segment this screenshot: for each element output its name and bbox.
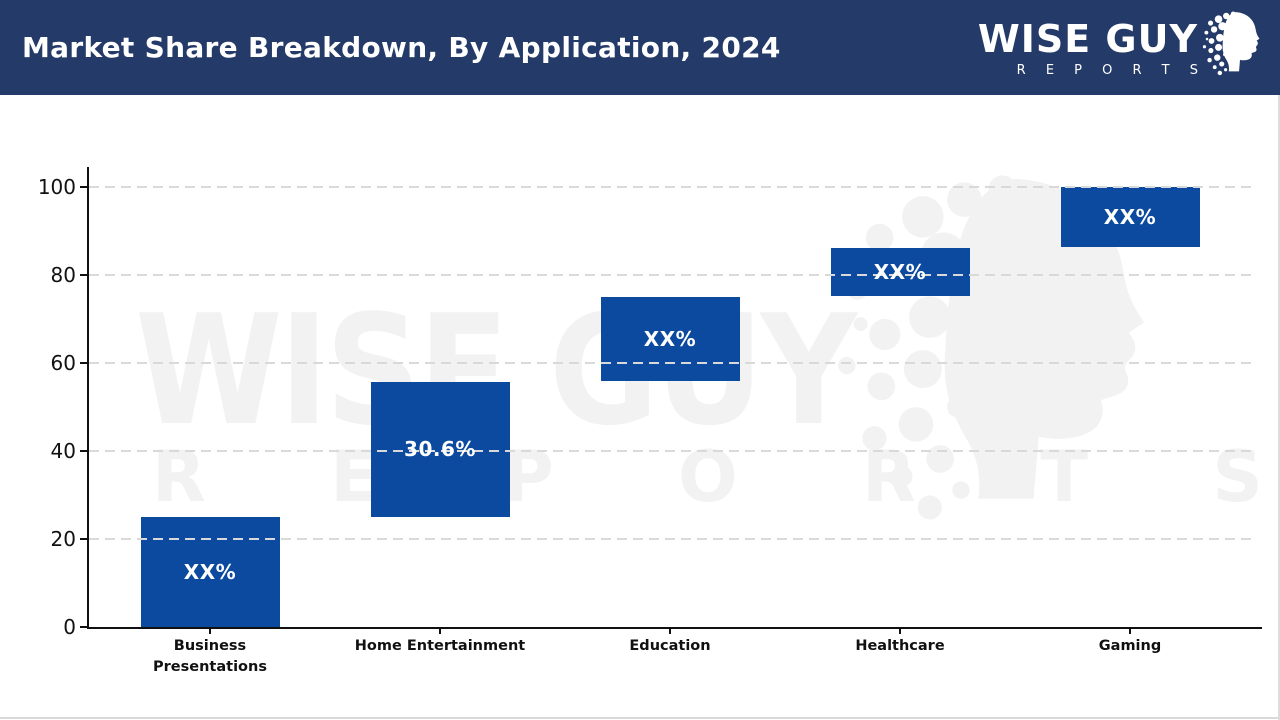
x-tick-healthcare: [899, 627, 901, 634]
gridline-20: [89, 538, 1256, 540]
right-edge-line: [1278, 95, 1280, 720]
x-category-label-gaming: Gaming: [1098, 638, 1162, 654]
y-tick-label-60: 60: [50, 351, 76, 375]
x-tick-gaming: [1129, 627, 1131, 634]
bottom-edge-line: [0, 717, 1280, 719]
brand-name: WISE GUY: [977, 16, 1198, 61]
y-tick-40: [80, 450, 87, 452]
page-title: Market Share Breakdown, By Application, …: [22, 31, 781, 64]
y-tick-20: [80, 538, 87, 540]
bar-gaming: [1060, 187, 1200, 248]
y-tick-label-0: 0: [63, 615, 76, 639]
bar-business-presentations: [140, 517, 280, 627]
y-tick-label-20: 20: [50, 527, 76, 551]
brand-logo: WISE GUY R E P O R T S: [978, 6, 1264, 90]
gridline-60: [89, 362, 1256, 364]
x-tick-home-entertainment: [439, 627, 441, 634]
gridline-40: [89, 450, 1256, 452]
bar-value-label-education: XX%: [643, 327, 697, 352]
y-tick-label-100: 100: [37, 175, 76, 199]
brand-head-icon: [1202, 11, 1260, 76]
brand-sub: R E P O R T S: [1016, 62, 1206, 78]
x-category-label-education: Education: [629, 638, 711, 654]
gridline-80: [89, 274, 1256, 276]
bar-value-label-home-entertainment: 30.6%: [404, 437, 476, 462]
bar-education: [600, 297, 740, 382]
x-axis-line: [87, 627, 1262, 629]
plot-area: 0 20 40 60 80 100 XX% Business Presentations 30.…: [0, 95, 1280, 720]
watermark-sub-text: R E P O R T S: [152, 436, 1280, 518]
y-tick-60: [80, 362, 87, 364]
header-bar: Market Share Breakdown, By Application, …: [0, 0, 1280, 95]
y-tick-100: [80, 186, 87, 188]
y-tick-80: [80, 274, 87, 276]
bar-value-label-gaming: XX%: [1103, 205, 1157, 230]
bar-home-entertainment: [370, 381, 510, 517]
x-category-label-healthcare: Healthcare: [855, 638, 945, 654]
gridline-100: [89, 186, 1256, 188]
bar-value-label-business-presentations: XX%: [183, 560, 237, 584]
bar-value-label-healthcare: XX%: [873, 260, 927, 285]
x-tick-business-presentations: [209, 627, 211, 634]
y-axis-line: [87, 167, 89, 629]
x-category-label-home-entertainment: Home Entertainment: [354, 638, 526, 654]
y-tick-0: [80, 626, 87, 628]
brand-logo-text: WISE GUY R E P O R T S: [978, 20, 1198, 77]
x-tick-education: [669, 627, 671, 634]
x-category-label-business-presentations: Business Presentations: [153, 638, 267, 675]
y-tick-label-80: 80: [50, 263, 76, 287]
bar-healthcare: [830, 248, 970, 297]
y-tick-label-40: 40: [50, 439, 76, 463]
